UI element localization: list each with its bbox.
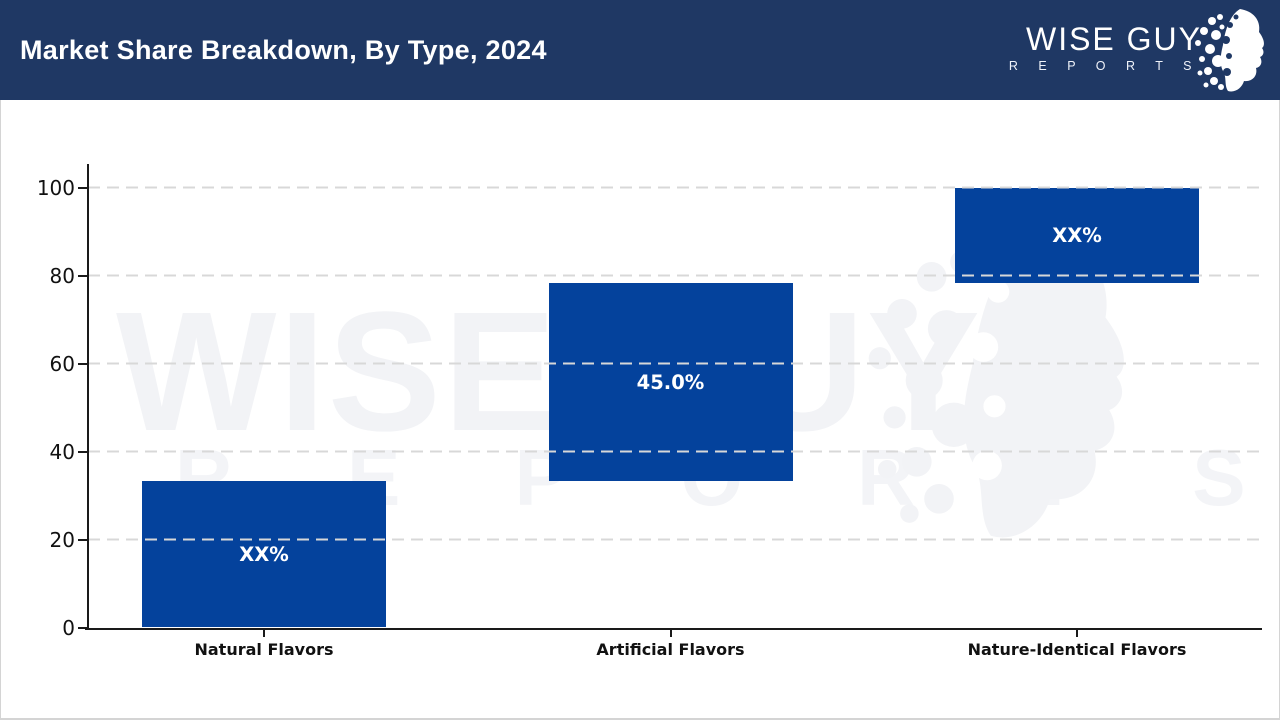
bar-value-label: 45.0% — [636, 370, 705, 394]
y-axis-tick-label: 20 — [49, 527, 75, 552]
bar-value-label: XX% — [239, 542, 289, 566]
header-banner: Market Share Breakdown, By Type, 2024 WI… — [0, 0, 1280, 100]
x-axis-category-label: Artificial Flavors — [596, 639, 745, 659]
x-axis-category-label: Natural Flavors — [194, 639, 334, 659]
bar-segment: XX% — [955, 187, 1199, 284]
bar-segment: 45.0% — [548, 283, 793, 482]
x-axis-tick — [1076, 629, 1078, 637]
logo-text: WISE GUY R E P O R T S — [1009, 22, 1202, 73]
bar-value-label: XX% — [1052, 223, 1102, 247]
logo-subtext: R E P O R T S — [1008, 59, 1200, 73]
y-axis-tick — [78, 362, 87, 365]
dotted-head-profile-icon — [1195, 9, 1264, 92]
y-axis-line — [87, 164, 89, 630]
y-axis-tick — [78, 274, 87, 277]
x-axis-tick — [263, 629, 265, 637]
x-axis-category-label: Nature-Identical Flavors — [967, 639, 1187, 659]
page-border-left — [0, 100, 1, 720]
waterfall-chart: WISE GUY R E P O R T S XX%Natural F — [0, 100, 1280, 720]
x-axis-tick — [669, 629, 672, 637]
y-axis-tick — [78, 450, 87, 453]
chart-title: Market Share Breakdown, By Type, 2024 — [20, 34, 547, 65]
y-axis-tick — [78, 186, 87, 189]
y-axis-tick-label: 40 — [49, 439, 75, 464]
logo-wordmark: WISE GUY — [1025, 21, 1202, 57]
y-axis-tick-label: 80 — [49, 263, 75, 288]
x-axis-line — [85, 627, 1262, 630]
y-axis-tick — [78, 538, 87, 541]
y-axis-tick-label: 100 — [36, 175, 75, 200]
bar-segment: XX% — [142, 481, 386, 628]
y-axis-tick-label: 0 — [62, 615, 75, 640]
y-axis-tick-label: 60 — [49, 351, 75, 376]
page-border-bottom — [0, 718, 1280, 720]
y-axis-tick — [78, 626, 87, 629]
wise-guy-logo: WISE GUY R E P O R T S — [1000, 0, 1270, 100]
